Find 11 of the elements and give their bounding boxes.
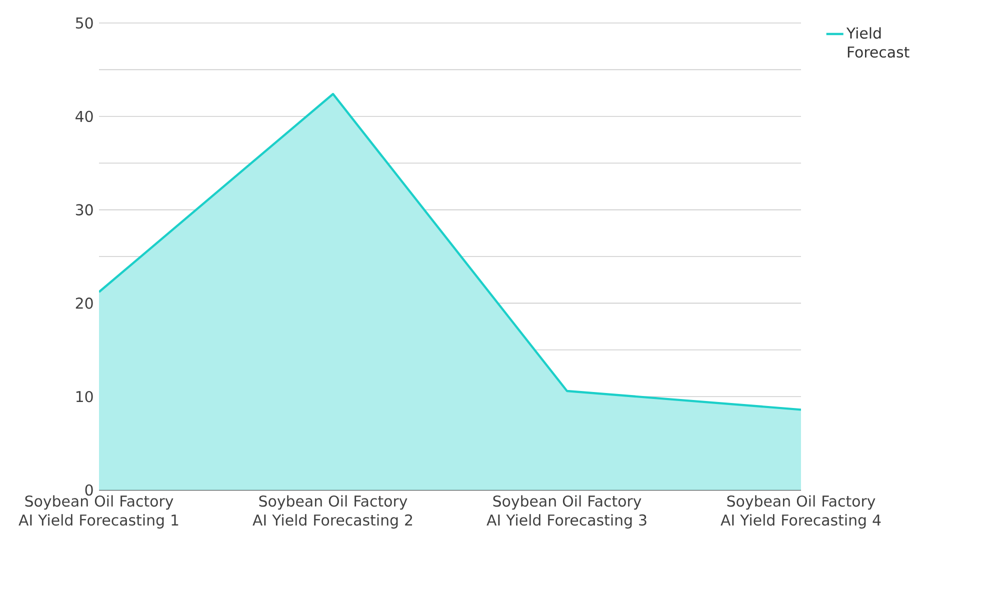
- y-tick-label: 30: [76, 204, 93, 216]
- x-tick-label: Soybean Oil Factory AI Yield Forecasting 2: [252, 495, 412, 529]
- y-tick-label: 20: [76, 298, 93, 309]
- y-tick-label: 10: [76, 390, 93, 402]
- y-tick-label: 40: [76, 110, 93, 122]
- x-tick-label: Soybean Oil Factory AI Yield Forecasting 1: [18, 495, 178, 529]
- y-tick-label: 0: [85, 484, 93, 496]
- x-tick-label: Soybean Oil Factory AI Yield Forecasting 3: [486, 495, 646, 529]
- x-tick-label: Soybean Oil Factory AI Yield Forecasting 4: [720, 495, 881, 529]
- y-tick-label: 50: [76, 17, 93, 29]
- legend-label: Yield Forecast: [846, 27, 910, 58]
